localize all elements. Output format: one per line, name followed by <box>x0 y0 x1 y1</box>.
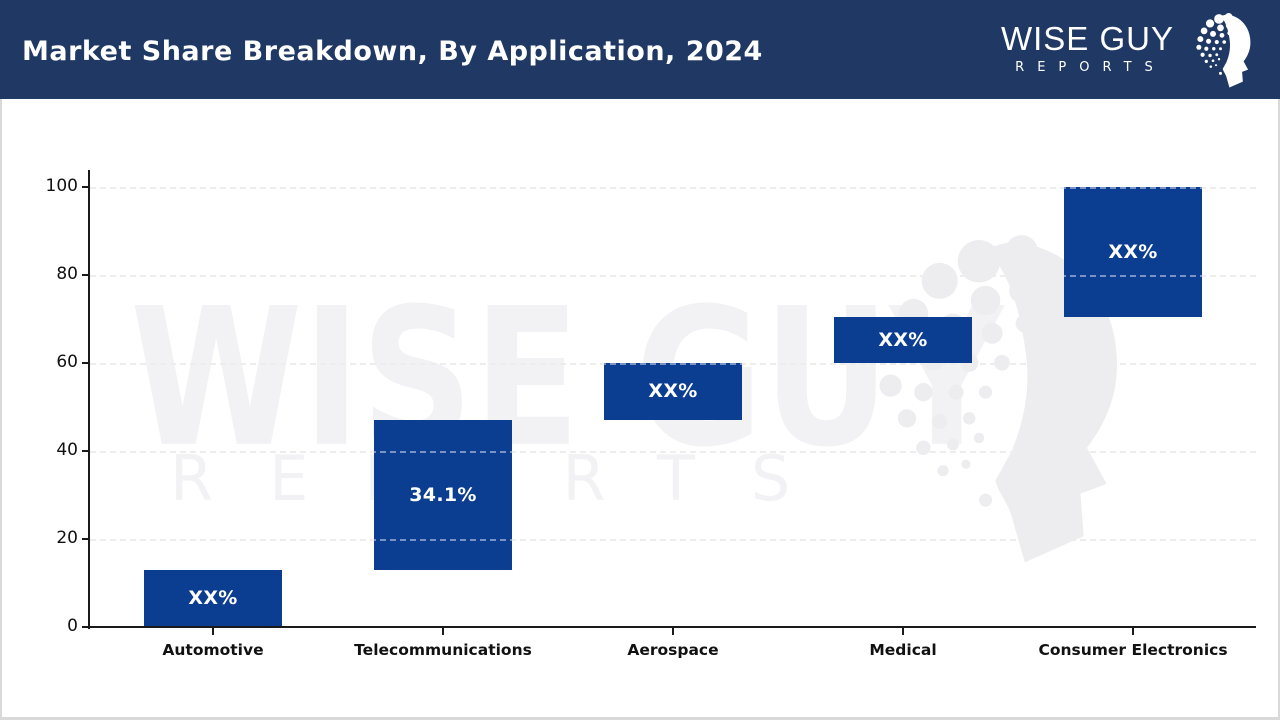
x-axis-category-label: Automotive <box>162 641 264 659</box>
logo-text: WISE GUY REPORTS <box>1001 20 1174 75</box>
bar-segment-2: 34.1% <box>374 419 512 570</box>
bar-value-label: XX% <box>1108 240 1158 263</box>
y-axis-tick-label: 60 <box>56 352 78 372</box>
y-axis-tick-label: 0 <box>67 616 78 636</box>
y-axis-tick-label: 100 <box>45 176 78 196</box>
y-axis-line <box>88 170 90 629</box>
gridline-overlay <box>90 363 1256 365</box>
y-axis-tick-label: 40 <box>56 440 78 460</box>
bar-value-label: XX% <box>878 328 928 351</box>
header-bar: Market Share Breakdown, By Application, … <box>0 0 1280 99</box>
gridline <box>90 275 1256 277</box>
bar-segment-4: XX% <box>834 316 972 363</box>
gridline-overlay <box>90 451 1256 453</box>
y-axis-tick-label: 80 <box>56 264 78 284</box>
gridline-overlay <box>90 275 1256 277</box>
page-title: Market Share Breakdown, By Application, … <box>22 36 763 67</box>
y-axis-tick <box>82 538 89 540</box>
y-axis-tick <box>82 362 89 364</box>
bar-segment-5: XX% <box>1064 187 1202 317</box>
bar-chart-plot: 0 20 40 60 80 100 XX% 34.1% XX% XX% XX% Automotive T… <box>2 99 1280 720</box>
x-axis-tick <box>212 627 214 635</box>
bar-value-label: 34.1% <box>409 483 477 506</box>
y-axis-tick <box>82 274 89 276</box>
gridline-overlay <box>90 187 1256 189</box>
y-axis-tick <box>82 450 89 452</box>
y-axis-tick <box>82 626 89 628</box>
x-axis-tick <box>902 627 904 635</box>
x-axis-tick <box>442 627 444 635</box>
gridline <box>90 187 1256 189</box>
x-axis-tick <box>672 627 674 635</box>
gridline <box>90 539 1256 541</box>
x-axis-category-label: Aerospace <box>627 641 719 659</box>
head-profile-icon <box>1176 10 1262 92</box>
logo-wordmark: WISE GUY <box>1000 20 1174 57</box>
x-axis-category-label: Telecommunications <box>354 641 532 659</box>
wise-guy-logo: WISE GUY REPORTS <box>1001 6 1262 94</box>
x-axis-line <box>88 626 1256 628</box>
x-axis-category-label: Consumer Electronics <box>1038 641 1228 659</box>
gridline <box>90 451 1256 453</box>
bar-segment-3: XX% <box>604 363 742 420</box>
logo-subtitle: REPORTS <box>1015 60 1166 75</box>
x-axis-tick <box>1132 627 1134 635</box>
gridline-overlay <box>90 539 1256 541</box>
x-axis-category-label: Medical <box>869 641 937 659</box>
bar-value-label: XX% <box>188 587 238 610</box>
y-axis-tick <box>82 186 89 188</box>
bar-segment-1: XX% <box>144 569 282 627</box>
y-axis-tick-label: 20 <box>56 528 78 548</box>
bar-value-label: XX% <box>648 380 698 403</box>
